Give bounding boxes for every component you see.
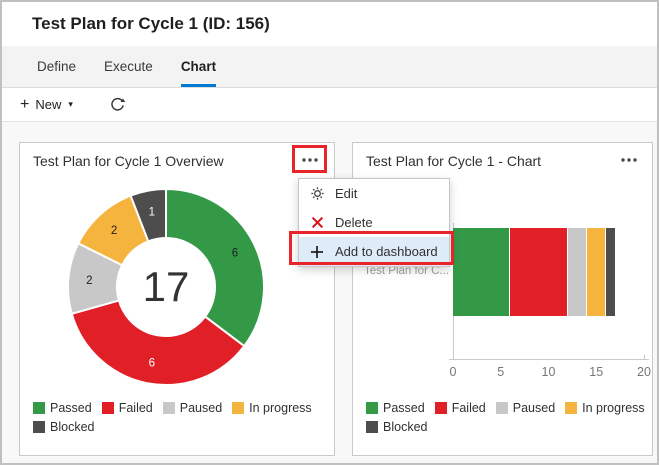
legend-label: Passed xyxy=(50,401,92,415)
legend-swatch xyxy=(495,402,508,414)
app-header: Test Plan for Cycle 1 (ID: 156) xyxy=(2,2,657,46)
bar-track xyxy=(453,228,644,316)
new-button[interactable]: + New ▾ xyxy=(20,95,73,113)
plus-icon xyxy=(309,244,325,260)
bar-category-label: Test Plan for C... xyxy=(363,265,449,277)
menu-item-add-to-dashboard[interactable]: Add to dashboard xyxy=(299,237,449,266)
ellipsis-icon xyxy=(302,158,318,162)
x-axis-tick-label: 20 xyxy=(637,365,651,379)
tab-execute[interactable]: Execute xyxy=(104,59,153,74)
donut-segment-value: 2 xyxy=(111,225,117,237)
menu-item-label: Delete xyxy=(335,215,373,230)
legend-label: Paused xyxy=(512,401,556,415)
x-axis-tick-labels: 0 5 10 15 20 xyxy=(449,365,651,381)
bar-legend: Passed Failed Paused In progress Blocked xyxy=(366,401,656,434)
x-axis-tick-label: 15 xyxy=(589,365,604,379)
legend-swatch xyxy=(366,421,378,433)
bar-segment-blocked xyxy=(605,228,616,316)
legend-label: Failed xyxy=(451,401,486,415)
menu-item-delete[interactable]: Delete xyxy=(299,208,449,237)
tab-bar: Define Execute Chart xyxy=(2,46,657,88)
tab-chart[interactable]: Chart xyxy=(180,46,217,87)
legend-swatch xyxy=(101,402,114,414)
legend-swatch xyxy=(232,402,245,414)
delete-x-icon xyxy=(309,215,325,231)
plus-icon: + xyxy=(20,95,30,113)
legend-swatch xyxy=(33,402,45,414)
bar-segment-in-progress xyxy=(586,228,606,316)
legend-label: In progress xyxy=(582,401,645,415)
legend-swatch xyxy=(33,421,45,433)
overview-legend: Passed Failed Paused In progress Blocked xyxy=(33,401,323,434)
donut-segment-value: 6 xyxy=(232,248,238,260)
legend-item-failed: Failed xyxy=(434,401,486,415)
overview-card-title: Test Plan for Cycle 1 Overview xyxy=(33,153,224,169)
donut-segment-failed xyxy=(70,299,246,386)
donut-segment-passed xyxy=(165,187,265,348)
gear-icon xyxy=(309,186,325,202)
legend-label: Passed xyxy=(383,401,425,415)
legend-item-paused: Paused xyxy=(162,401,223,415)
legend-swatch xyxy=(162,402,175,414)
legend-item-passed: Passed xyxy=(366,401,425,415)
donut-segment-value: 2 xyxy=(86,275,92,287)
legend-swatch xyxy=(366,402,378,414)
bar-segment-failed xyxy=(510,228,568,316)
legend-item-in-progress: In progress xyxy=(565,401,645,415)
legend-item-failed: Failed xyxy=(101,401,153,415)
legend-label: Failed xyxy=(118,401,153,415)
x-axis-tick-label: 10 xyxy=(541,365,556,379)
toolbar: + New ▾ xyxy=(2,88,657,122)
legend-item-blocked: Blocked xyxy=(33,420,94,434)
new-button-label: New xyxy=(35,97,62,112)
chart-card-bar: Test Plan for Cycle 1 - Chart Test Plan … xyxy=(352,142,653,456)
legend-label: Blocked xyxy=(383,420,428,434)
legend-swatch xyxy=(434,402,447,414)
x-axis-tick-label: 0 xyxy=(449,365,457,379)
page-title: Test Plan for Cycle 1 (ID: 156) xyxy=(32,14,270,33)
context-menu: Edit Delete Add to dashboard xyxy=(298,178,450,267)
menu-item-label: Edit xyxy=(335,186,358,201)
menu-item-edit[interactable]: Edit xyxy=(299,179,449,208)
donut-chart: 6 6 2 2 1 xyxy=(56,177,276,397)
legend-item-blocked: Blocked xyxy=(366,420,427,434)
ellipsis-icon xyxy=(621,158,637,162)
bar-card-title: Test Plan for Cycle 1 - Chart xyxy=(366,153,542,169)
legend-label: In progress xyxy=(249,401,312,415)
bar-segment-passed xyxy=(453,228,511,316)
overview-more-options-button[interactable] xyxy=(297,151,323,169)
legend-item-passed: Passed xyxy=(33,401,92,415)
donut-segment-value: 1 xyxy=(149,206,155,218)
x-axis-line xyxy=(449,359,649,360)
refresh-button[interactable] xyxy=(109,96,126,113)
bar-segment-paused xyxy=(567,228,587,316)
donut-segment-value: 6 xyxy=(149,358,155,370)
bar-more-options-button[interactable] xyxy=(616,151,642,169)
donut-segment-blocked xyxy=(129,187,167,243)
x-axis-end-tick xyxy=(644,355,645,359)
chevron-down-icon: ▾ xyxy=(68,99,73,109)
x-axis-tick-label: 5 xyxy=(497,365,505,379)
legend-item-in-progress: In progress xyxy=(232,401,312,415)
legend-label: Blocked xyxy=(50,420,95,434)
menu-item-label: Add to dashboard xyxy=(335,244,438,259)
legend-swatch xyxy=(565,402,578,414)
legend-item-paused: Paused xyxy=(495,401,556,415)
tab-define[interactable]: Define xyxy=(37,59,77,74)
refresh-icon xyxy=(111,97,126,111)
bar-chart: Test Plan for C... 0 5 10 15 20 xyxy=(353,143,652,455)
legend-label: Paused xyxy=(179,401,223,415)
